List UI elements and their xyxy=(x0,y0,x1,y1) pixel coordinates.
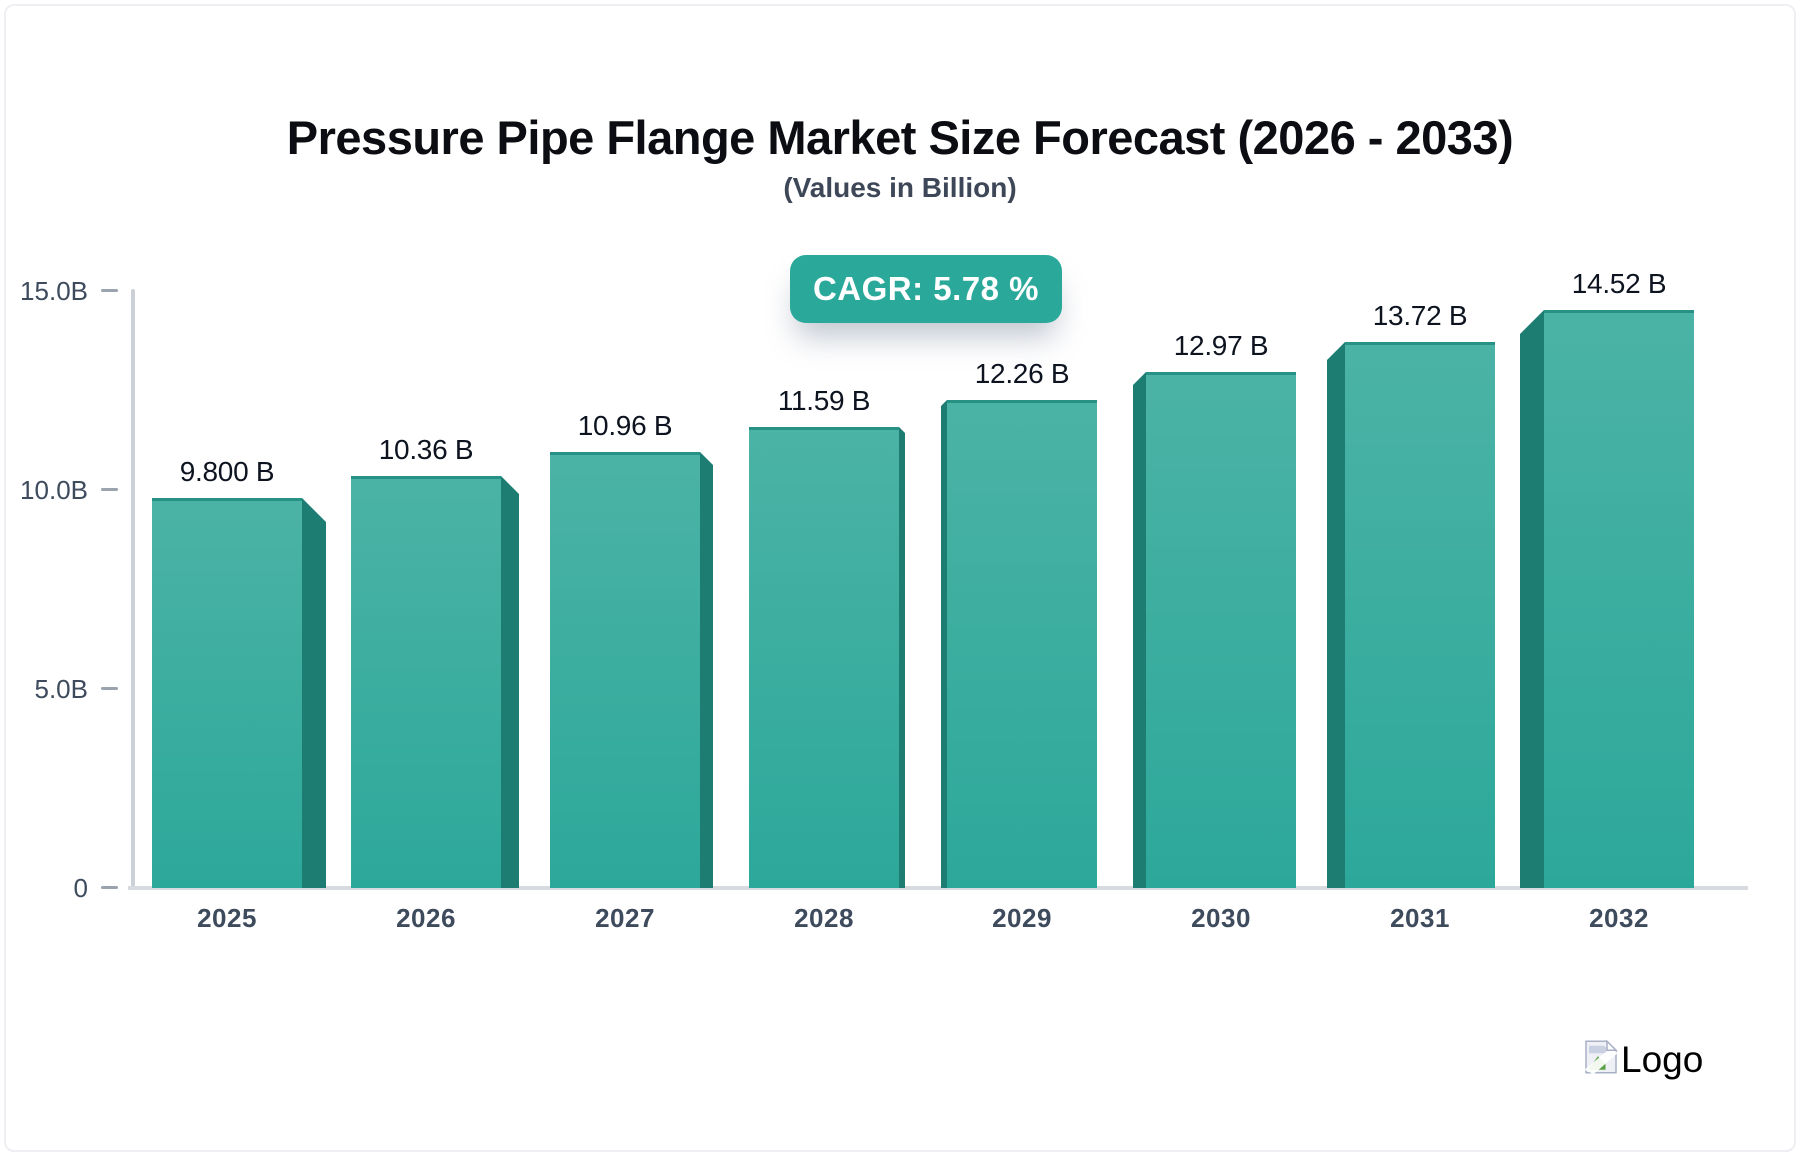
bar-side-3d xyxy=(941,400,947,888)
bar-value-label: 10.96 B xyxy=(577,410,673,441)
x-axis-label: 2031 xyxy=(1390,903,1450,933)
x-axis-label: 2028 xyxy=(794,903,854,933)
bar-value-label: 13.72 B xyxy=(1372,300,1468,331)
y-axis-tick-label: 15.0B xyxy=(20,276,88,306)
x-axis-label: 2025 xyxy=(197,903,257,933)
bar-side-3d xyxy=(302,498,326,888)
bar[interactable] xyxy=(550,452,700,888)
x-axis-label: 2026 xyxy=(396,903,456,933)
y-axis-tick xyxy=(101,488,118,491)
x-axis-label: 2027 xyxy=(595,903,655,933)
y-axis-tick-label: 0 xyxy=(73,873,88,903)
bar-value-label: 9.800 B xyxy=(179,456,275,487)
bar[interactable] xyxy=(1544,310,1694,888)
logo: Logo xyxy=(1583,1038,1703,1082)
chart-title: Pressure Pipe Flange Market Size Forecas… xyxy=(286,111,1514,164)
bar[interactable] xyxy=(152,498,302,888)
bar-side-3d xyxy=(1520,310,1544,888)
x-axis-label: 2029 xyxy=(992,903,1052,933)
y-axis-tick xyxy=(101,687,118,690)
y-axis-tick xyxy=(101,886,118,889)
x-axis-label: 2032 xyxy=(1589,903,1649,933)
y-axis-tick-label: 10.0B xyxy=(20,475,88,505)
y-axis-line xyxy=(131,289,135,888)
logo-alt-text: Logo xyxy=(1621,1039,1704,1080)
bar-value-label: 11.59 B xyxy=(777,385,871,416)
bar[interactable] xyxy=(947,400,1097,888)
bar[interactable] xyxy=(1146,372,1296,888)
x-axis-baseline xyxy=(128,886,1748,890)
bar-side-3d xyxy=(899,427,905,888)
x-axis-label: 2030 xyxy=(1191,903,1251,933)
y-axis-tick-label: 5.0B xyxy=(34,674,89,704)
cagr-badge-label: CAGR: 5.78 % xyxy=(812,270,1040,307)
bar[interactable] xyxy=(351,476,501,888)
bar-side-3d xyxy=(1327,342,1345,888)
bar[interactable] xyxy=(749,427,899,888)
bar-value-label: 12.26 B xyxy=(974,358,1070,389)
y-axis-tick xyxy=(101,289,118,292)
chart-subtitle: (Values in Billion) xyxy=(783,172,1017,203)
cagr-badge: CAGR: 5.78 % xyxy=(790,255,1062,323)
bar-side-3d xyxy=(1133,372,1146,888)
bar-value-label: 12.97 B xyxy=(1173,330,1269,361)
broken-image-icon xyxy=(1583,1038,1619,1081)
bar[interactable] xyxy=(1345,342,1495,888)
bar-side-3d xyxy=(700,452,713,888)
bar-value-label: 10.36 B xyxy=(378,434,474,465)
bar-side-3d xyxy=(501,476,519,888)
bar-value-label: 14.52 B xyxy=(1571,268,1667,299)
